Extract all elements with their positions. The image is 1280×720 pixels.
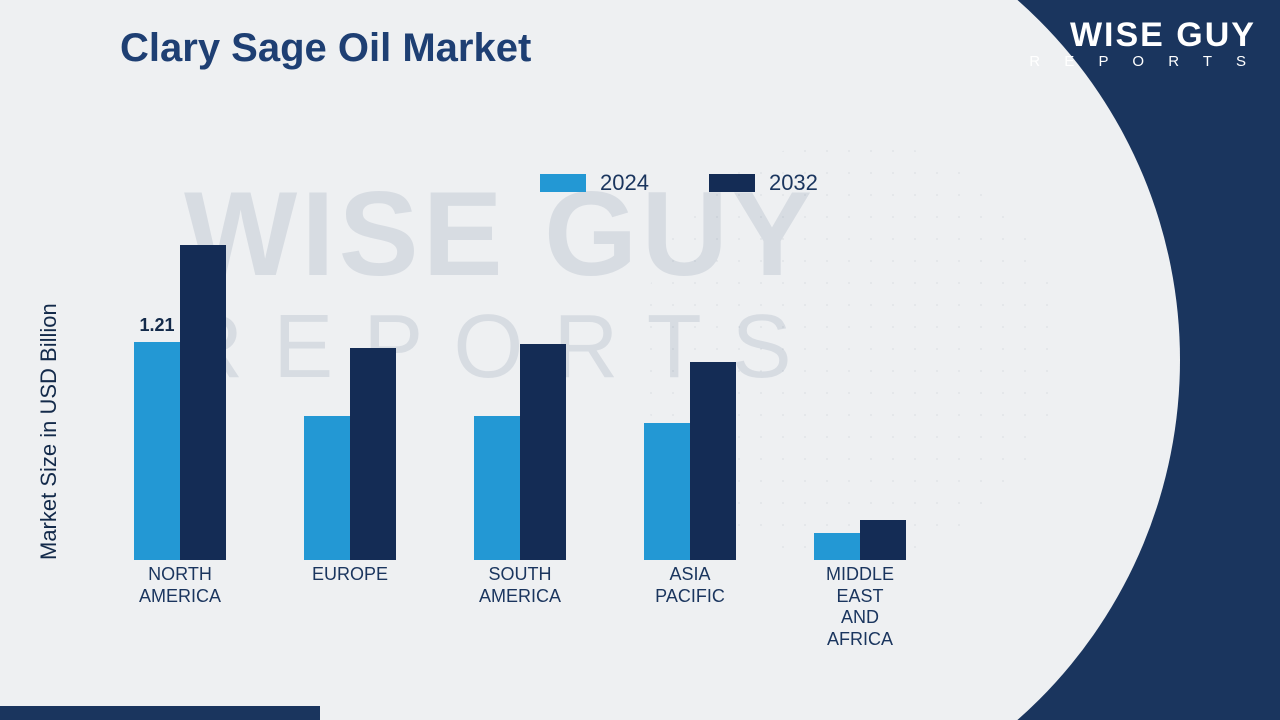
brand-line1: WISE GUY (1029, 18, 1256, 52)
bar (304, 416, 350, 560)
legend-swatch (540, 174, 586, 192)
legend: 2024 2032 (540, 170, 818, 196)
bar (134, 342, 180, 560)
y-axis-label: Market Size in USD Billion (36, 303, 62, 560)
brand-line2: R E P O R T S (1029, 54, 1256, 69)
legend-swatch (709, 174, 755, 192)
bar (350, 348, 396, 560)
x-axis-label: SOUTHAMERICA (440, 564, 600, 607)
bottom-accent-bar (0, 706, 320, 720)
bar (860, 520, 906, 560)
bar (180, 245, 226, 560)
bar (644, 423, 690, 560)
x-axis-label: MIDDLEEASTANDAFRICA (780, 564, 940, 650)
x-axis-label: EUROPE (270, 564, 430, 586)
x-axis-label: NORTHAMERICA (100, 564, 260, 607)
page-title: Clary Sage Oil Market (120, 26, 531, 71)
legend-item: 2032 (709, 170, 818, 196)
brand-logo: WISE GUY R E P O R T S (1029, 18, 1256, 69)
canvas: WISE GUY R E P O R T S Clary Sage Oil Ma… (0, 0, 1280, 720)
x-axis-label: ASIAPACIFIC (610, 564, 770, 607)
legend-label: 2024 (600, 170, 649, 196)
legend-label: 2032 (769, 170, 818, 196)
bar-chart: 1.21 (100, 200, 940, 560)
bar (474, 416, 520, 560)
bar (520, 344, 566, 560)
bar (814, 533, 860, 560)
legend-item: 2024 (540, 170, 649, 196)
data-label: 1.21 (139, 315, 174, 336)
bar (690, 362, 736, 560)
